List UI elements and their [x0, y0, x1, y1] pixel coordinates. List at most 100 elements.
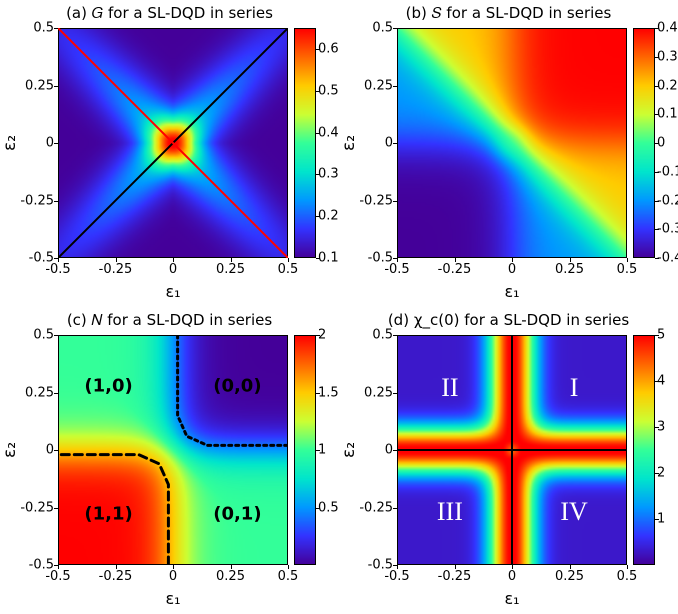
x-tick [288, 258, 289, 262]
x-tick [173, 258, 174, 262]
x-axis-label: ε₁ [58, 589, 288, 608]
colorbar-canvas [633, 335, 655, 565]
colorbar-tick-label: 1.5 [318, 385, 339, 400]
y-tick [393, 201, 397, 202]
region-label: (1,0) [84, 375, 132, 396]
y-tick [54, 508, 58, 509]
y-tick [393, 450, 397, 451]
x-tick-label: 0.25 [216, 262, 245, 277]
x-axis-label: ε₁ [397, 589, 627, 608]
x-tick-label: 0 [508, 262, 516, 277]
y-tick [54, 28, 58, 29]
x-tick-label: 0.25 [555, 262, 584, 277]
x-tick [231, 258, 232, 262]
x-tick-label: 0.5 [278, 262, 299, 277]
region-label: (0,0) [213, 375, 261, 396]
region-label: (0,1) [213, 504, 261, 525]
colorbar-tick [655, 201, 659, 202]
axes-area: IIIIIIIV [397, 335, 627, 565]
colorbar-tick-label: 0.6 [318, 41, 339, 56]
axes-area: (1,0)(0,0)(1,1)(0,1) [58, 335, 288, 565]
y-tick [54, 143, 58, 144]
colorbar [633, 28, 655, 258]
panel-title: (a) 𝐺 for a SL-DQD in series [0, 4, 339, 22]
y-tick [54, 201, 58, 202]
axes-area [58, 28, 288, 258]
x-tick-label: 0.5 [617, 569, 638, 584]
x-tick-label: -0.25 [438, 262, 472, 277]
x-tick-label: 0.5 [278, 569, 299, 584]
colorbar-tick [655, 28, 659, 29]
colorbar-tick-label: 0.5 [318, 83, 339, 98]
x-tick [397, 565, 398, 569]
y-tick [54, 565, 58, 566]
colorbar-tick-label: 0.2 [657, 78, 678, 93]
x-tick [231, 565, 232, 569]
colorbar [294, 335, 316, 565]
x-tick [570, 565, 571, 569]
panel-a: (a) 𝐺 for a SL-DQD in series0.10.20.30.4… [0, 0, 339, 307]
y-tick [393, 393, 397, 394]
colorbar-tick-label: 0.2 [318, 209, 339, 224]
colorbar-tick-label: 0.1 [657, 107, 678, 122]
colorbar-tick [316, 508, 320, 509]
y-tick [54, 86, 58, 87]
y-axis-label: ε₂ [0, 28, 20, 258]
colorbar-tick-label: -0.2 [657, 193, 678, 208]
x-tick [512, 258, 513, 262]
colorbar-tick [316, 216, 320, 217]
colorbar-tick [316, 393, 320, 394]
colorbar-tick [655, 57, 659, 58]
y-axis-label: ε₂ [339, 335, 359, 565]
axes-area [397, 28, 627, 258]
x-tick [116, 258, 117, 262]
colorbar-tick [655, 519, 659, 520]
colorbar-tick-label: -0.1 [657, 164, 678, 179]
panel-title: (b) 𝑆 for a SL-DQD in series [339, 4, 678, 22]
colorbar-tick [655, 114, 659, 115]
y-tick [393, 508, 397, 509]
x-tick [58, 258, 59, 262]
colorbar-tick [316, 49, 320, 50]
colorbar [633, 335, 655, 565]
y-axis-label: ε₂ [339, 28, 359, 258]
heatmap-canvas [397, 28, 627, 258]
x-tick [455, 258, 456, 262]
x-tick [512, 565, 513, 569]
colorbar-tick-label: -0.3 [657, 222, 678, 237]
x-tick-label: 0.25 [216, 569, 245, 584]
y-tick [54, 258, 58, 259]
y-tick [393, 28, 397, 29]
colorbar-tick [655, 473, 659, 474]
colorbar-tick [655, 172, 659, 173]
panel-c: (c) 𝑁 for a SL-DQD in series(1,0)(0,0)(1… [0, 307, 339, 614]
colorbar-canvas [294, 335, 316, 565]
x-tick-label: 0 [508, 569, 516, 584]
x-tick [173, 565, 174, 569]
x-tick [397, 258, 398, 262]
colorbar-canvas [633, 28, 655, 258]
colorbar-tick-label: 0.3 [318, 167, 339, 182]
roman-label: IV [560, 497, 587, 527]
colorbar-tick [316, 258, 320, 259]
colorbar-tick [316, 450, 320, 451]
colorbar-tick [316, 335, 320, 336]
x-tick [116, 565, 117, 569]
colorbar-tick [316, 133, 320, 134]
roman-label: III [437, 497, 463, 527]
y-tick [54, 335, 58, 336]
y-tick [393, 143, 397, 144]
colorbar-tick [655, 427, 659, 428]
contour-lines [58, 335, 288, 565]
x-tick [455, 565, 456, 569]
vertical-axis-line [511, 335, 513, 565]
x-tick [58, 565, 59, 569]
x-tick-label: -0.25 [438, 569, 472, 584]
colorbar-tick [655, 86, 659, 87]
panel-b: (b) 𝑆 for a SL-DQD in series-0.4-0.3-0.2… [339, 0, 678, 307]
x-tick-label: 0 [169, 262, 177, 277]
x-tick-label: -0.25 [99, 262, 133, 277]
y-tick [393, 565, 397, 566]
y-tick [54, 393, 58, 394]
colorbar [294, 28, 316, 258]
